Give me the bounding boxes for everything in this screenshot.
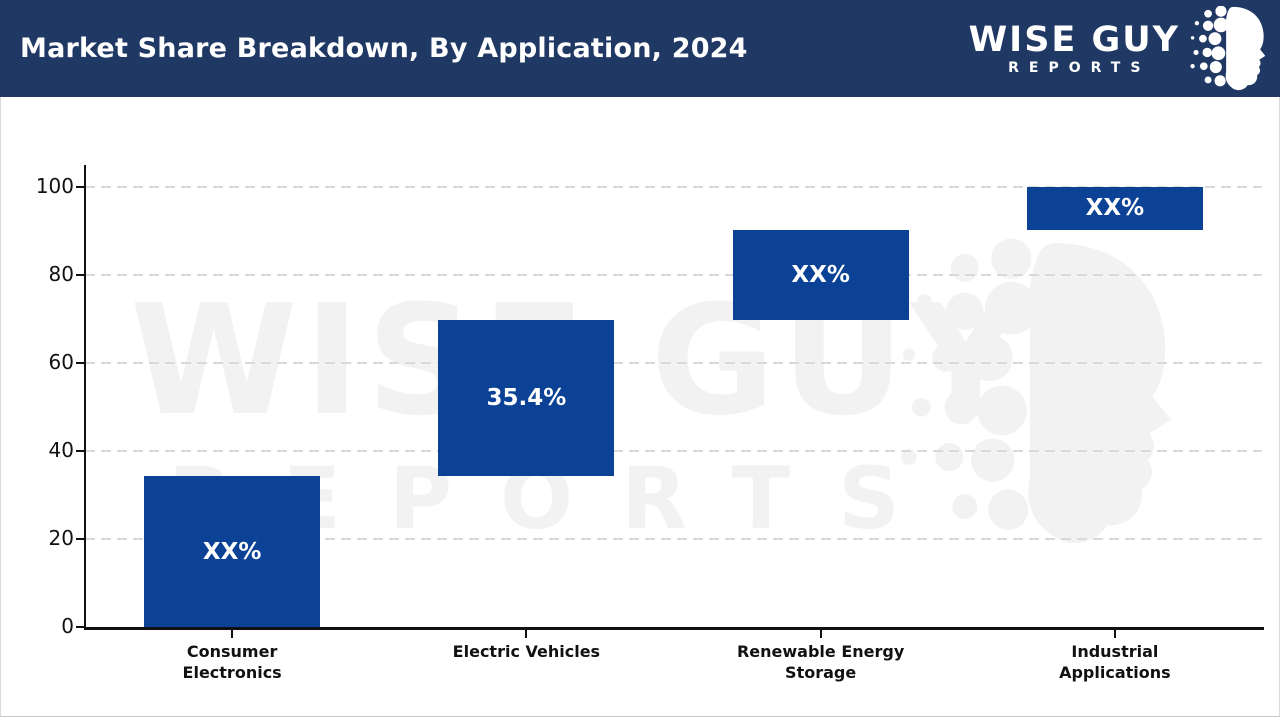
y-tick-label: 60 — [48, 350, 74, 374]
y-tick-label: 40 — [48, 438, 74, 462]
x-category-label: Electric Vehicles — [396, 641, 656, 662]
x-category-label-line: Electric Vehicles — [452, 642, 601, 661]
bar-value-label: 35.4% — [486, 385, 567, 412]
y-tick-mark — [76, 186, 84, 188]
chart-region: WISE GUY REPORTS XX% 35.4% XX% XX% 0 20 40 60 8… — [0, 97, 1280, 720]
bar-industrial-applications: XX% — [1026, 187, 1203, 230]
y-tick-mark — [76, 450, 84, 452]
x-category-label-line: Renewable Energy — [736, 642, 905, 661]
x-category-label-line: Electronics — [182, 663, 282, 682]
x-category-label: Consumer Electronics — [102, 641, 362, 683]
x-axis-line — [84, 627, 1264, 630]
x-category-label: Industrial Applications — [985, 641, 1245, 683]
x-category-label-line: Consumer — [186, 642, 278, 661]
brand-subtitle: REPORTS — [1008, 59, 1151, 76]
x-category-label-line: Storage — [785, 663, 857, 682]
gridline — [85, 538, 1262, 540]
y-tick-mark — [76, 362, 84, 364]
y-tick-mark — [76, 274, 84, 276]
gridline — [85, 362, 1262, 364]
brand-name: WISE GUY — [968, 19, 1180, 60]
y-axis-line — [84, 165, 86, 629]
y-tick-mark — [76, 626, 84, 628]
page-title: Market Share Breakdown, By Application, … — [20, 33, 748, 64]
gridline — [85, 450, 1262, 452]
x-tick-mark — [231, 630, 234, 638]
plot-area: XX% 35.4% XX% XX% — [85, 165, 1262, 627]
x-category-label-line: Industrial — [1071, 642, 1159, 661]
y-tick-label: 100 — [35, 174, 74, 198]
brand-text: WISE GUY REPORTS — [969, 22, 1180, 76]
x-tick-mark — [525, 630, 528, 638]
brand-face-icon — [1190, 5, 1266, 90]
bar-electric-vehicles: 35.4% — [438, 320, 615, 477]
y-tick-label: 0 — [61, 614, 74, 638]
x-tick-mark — [819, 630, 822, 638]
y-tick-label: 80 — [48, 262, 74, 286]
gridline — [85, 274, 1262, 276]
bar-value-label: XX% — [202, 538, 262, 565]
bar-value-label: XX% — [791, 262, 850, 289]
x-category-label: Renewable Energy Storage — [691, 641, 951, 683]
gridline — [85, 186, 1262, 188]
bar-value-label: XX% — [1085, 195, 1145, 222]
brand-logo: WISE GUY REPORTS — [969, 5, 1270, 92]
bar-renewable-energy-storage: XX% — [732, 229, 909, 321]
x-tick-mark — [1113, 630, 1116, 638]
header: Market Share Breakdown, By Application, … — [0, 0, 1280, 97]
y-tick-label: 20 — [48, 526, 74, 550]
bar-consumer-electronics: XX% — [144, 476, 321, 627]
y-tick-mark — [76, 538, 84, 540]
x-category-label-line: Applications — [1059, 663, 1171, 682]
